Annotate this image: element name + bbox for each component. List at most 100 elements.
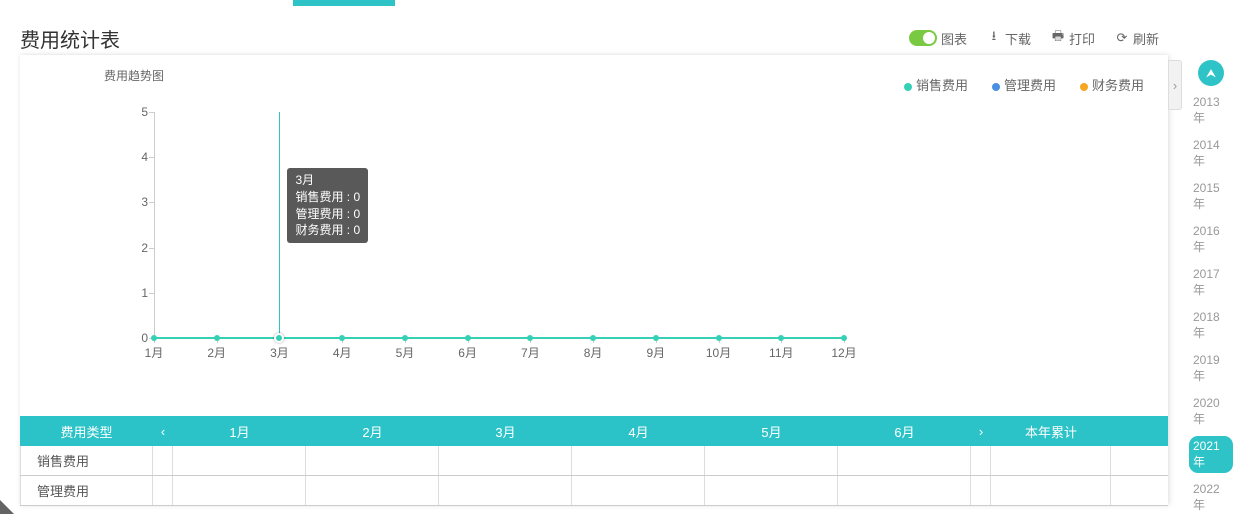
data-point — [527, 335, 533, 341]
cell — [173, 446, 306, 475]
y-tick-mark — [149, 293, 154, 294]
y-tick-mark — [149, 202, 154, 203]
chart-container: 费用趋势图 销售费用 管理费用 财务费用 0123451月2月3月4月5月6月7… — [54, 67, 1162, 397]
year-item[interactable]: 2021年 — [1189, 436, 1233, 473]
year-item[interactable]: 2016年 — [1189, 221, 1233, 258]
prev-months-button[interactable]: ‹ — [153, 424, 173, 439]
data-point — [841, 335, 847, 341]
table-row: 销售费用 — [20, 446, 1168, 476]
print-label: 打印 — [1069, 29, 1095, 48]
year-item[interactable]: 2015年 — [1189, 178, 1233, 215]
cell — [153, 446, 173, 475]
legend-item-admin[interactable]: 管理费用 — [992, 75, 1056, 94]
cell — [306, 446, 439, 475]
chart-toggle[interactable]: 图表 — [909, 29, 967, 48]
cell — [173, 476, 306, 505]
cell — [838, 446, 971, 475]
chart-plot-area[interactable]: 0123451月2月3月4月5月6月7月8月9月10月11月12月3月销售费用 … — [154, 112, 844, 338]
data-point — [778, 335, 784, 341]
data-point — [653, 335, 659, 341]
print-button[interactable]: 🖶 打印 — [1051, 27, 1095, 49]
col-month: 2月 — [306, 422, 439, 441]
year-item[interactable]: 2017年 — [1189, 264, 1233, 301]
legend-dot-icon — [992, 83, 1000, 91]
header-actions: 图表 ⭳ 下载 🖶 打印 ⟳ 刷新 — [909, 27, 1159, 49]
download-button[interactable]: ⭳ 下载 — [987, 27, 1031, 49]
refresh-label: 刷新 — [1133, 29, 1159, 48]
year-item[interactable]: 2020年 — [1189, 393, 1233, 430]
year-item[interactable]: 2019年 — [1189, 350, 1233, 387]
data-point — [402, 335, 408, 341]
col-type: 费用类型 — [20, 422, 153, 441]
row-label: 管理费用 — [20, 476, 153, 505]
cell — [705, 446, 838, 475]
col-month: 1月 — [173, 422, 306, 441]
cell — [991, 446, 1111, 475]
chart-legend: 销售费用 管理费用 财务费用 — [904, 75, 1144, 94]
year-selector: ⮝ 2013年 2014年 2015年 2016年 2017年 2018年 2019年 202… — [1189, 60, 1233, 514]
cell — [306, 476, 439, 505]
cell — [838, 476, 971, 505]
legend-dot-icon — [904, 83, 912, 91]
cell — [572, 476, 705, 505]
table-header-row: 费用类型 ‹ 1月 2月 3月 4月 5月 6月 › 本年累计 — [20, 416, 1168, 446]
x-tick-label: 6月 — [458, 344, 477, 361]
row-label: 销售费用 — [20, 446, 153, 475]
table-row: 管理费用 — [20, 476, 1168, 506]
hover-guideline — [279, 112, 280, 338]
data-point — [339, 335, 345, 341]
year-item[interactable]: 2014年 — [1189, 135, 1233, 172]
print-icon: 🖶 — [1051, 27, 1065, 49]
year-item[interactable]: 2022年 — [1189, 479, 1233, 514]
download-label: 下载 — [1005, 29, 1031, 48]
chart-toggle-label: 图表 — [941, 29, 967, 48]
x-tick-label: 8月 — [584, 344, 603, 361]
table-body: 销售费用管理费用 — [20, 446, 1168, 506]
chart-tooltip: 3月销售费用 : 0管理费用 : 0财务费用 : 0 — [287, 168, 368, 243]
data-point — [465, 335, 471, 341]
x-tick-label: 3月 — [270, 344, 289, 361]
download-icon: ⭳ — [987, 27, 1001, 49]
cell — [153, 476, 173, 505]
refresh-button[interactable]: ⟳ 刷新 — [1115, 29, 1159, 48]
data-point — [716, 335, 722, 341]
col-month: 4月 — [572, 422, 705, 441]
y-tick-mark — [149, 157, 154, 158]
year-item[interactable]: 2013年 — [1189, 92, 1233, 129]
y-tick-mark — [149, 248, 154, 249]
toggle-switch-icon — [909, 30, 937, 46]
x-tick-label: 7月 — [521, 344, 540, 361]
cell — [439, 476, 572, 505]
col-month: 5月 — [705, 422, 838, 441]
cell — [572, 446, 705, 475]
active-tab-indicator — [293, 0, 395, 6]
hover-point — [274, 333, 284, 343]
double-chevron-up-icon: ⮝ — [1206, 66, 1216, 81]
y-axis — [154, 112, 155, 338]
cell — [971, 446, 991, 475]
col-month: 3月 — [439, 422, 572, 441]
x-tick-label: 10月 — [706, 344, 731, 361]
collapse-sidebar-button[interactable]: › — [1168, 60, 1182, 110]
cell — [439, 446, 572, 475]
year-item[interactable]: 2018年 — [1189, 307, 1233, 344]
data-point — [214, 335, 220, 341]
legend-item-finance[interactable]: 财务费用 — [1080, 75, 1144, 94]
y-tick-mark — [149, 112, 154, 113]
cell — [971, 476, 991, 505]
x-tick-label: 5月 — [396, 344, 415, 361]
data-point — [151, 335, 157, 341]
col-month: 6月 — [838, 422, 971, 441]
cell — [991, 476, 1111, 505]
year-scroll-up-button[interactable]: ⮝ — [1198, 60, 1224, 86]
col-total: 本年累计 — [991, 422, 1111, 441]
x-tick-label: 12月 — [831, 344, 856, 361]
legend-item-sales[interactable]: 销售费用 — [904, 75, 968, 94]
next-months-button[interactable]: › — [971, 424, 991, 439]
legend-dot-icon — [1080, 83, 1088, 91]
refresh-icon: ⟳ — [1115, 30, 1129, 46]
series-line-sales — [154, 337, 844, 339]
x-tick-label: 9月 — [646, 344, 665, 361]
cell — [705, 476, 838, 505]
x-tick-label: 11月 — [769, 344, 793, 361]
